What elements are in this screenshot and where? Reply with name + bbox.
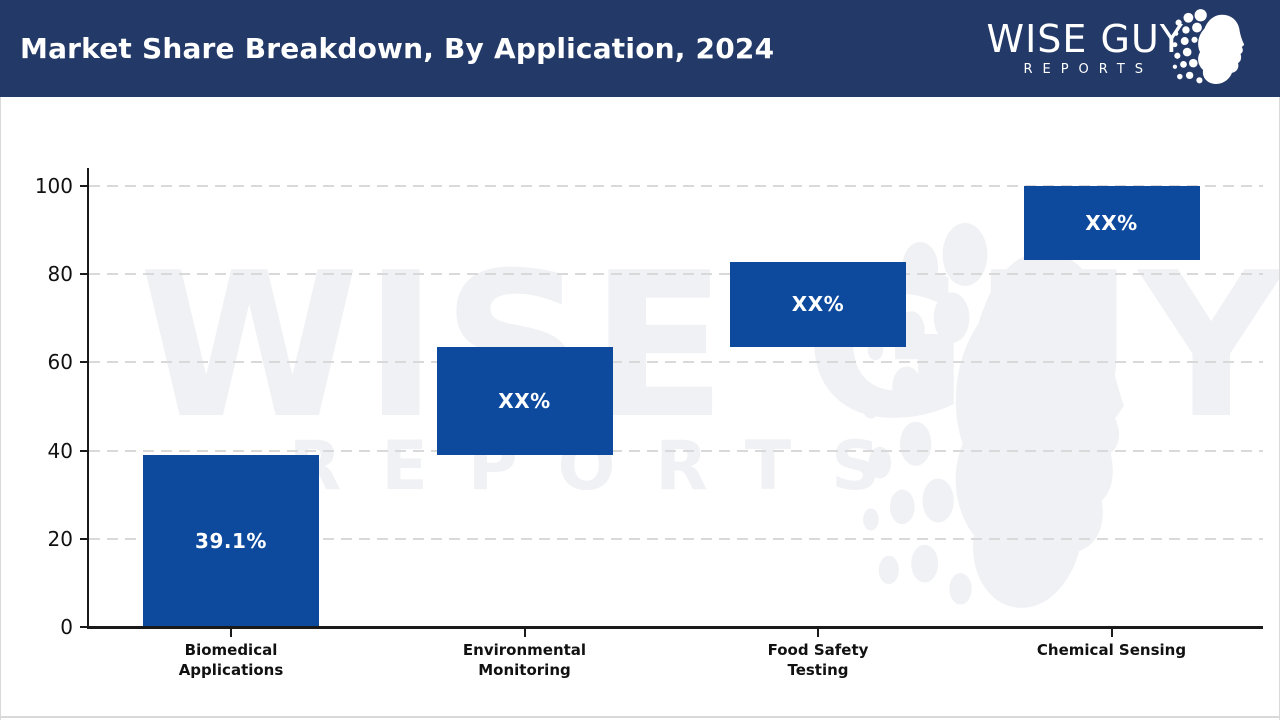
bar: XX% [436,346,613,455]
y-tick-label: 60 [47,350,73,375]
logo-head-icon [1172,8,1245,84]
gridline [89,537,1263,540]
x-category-label-line: Food Safety [767,641,869,659]
y-tick-label: 0 [60,615,73,639]
x-category-label-line: Monitoring [478,661,571,679]
figure-bottom-border [1,716,1279,718]
gridline [89,185,1263,187]
x-category-label: Chemical Sensing [982,640,1242,660]
bar: 39.1% [143,454,319,627]
bar-value-label: 39.1% [195,528,267,553]
bar-value-label: XX% [498,388,551,413]
watermark-head-icon [861,223,1125,608]
bar: XX% [730,261,906,347]
x-category-label-line: Environmental [462,641,587,659]
chart-title: Market Share Breakdown, By Application, … [20,32,775,65]
y-axis-line [87,168,89,629]
x-category-label: Biomedical Applications [101,640,361,680]
bar-value-label: XX% [1085,211,1138,236]
bar: XX% [1023,186,1200,261]
logo-wordmark: WISE GUY [986,17,1184,61]
y-tick-mark [80,449,89,452]
x-category-label-line: Biomedical [184,641,278,659]
x-category-label-line: Chemical Sensing [1036,641,1187,659]
y-tick-mark [80,361,89,364]
logo-subtext: REPORTS [1023,62,1154,77]
y-tick-mark [80,626,89,628]
x-category-label-line: Testing [787,661,849,679]
y-tick-label: 80 [47,262,73,287]
bar-value-label: XX% [791,292,845,317]
logo-text: WISE GUY REPORTS [987,20,1184,77]
x-category-label: Environmental Monitoring [395,640,655,680]
x-tick-mark [523,629,526,637]
gridline [89,361,1263,364]
y-tick-label: 40 [47,438,73,463]
gridline [89,273,1263,276]
x-tick-mark [230,629,232,637]
chart-area: WISE GUY REPORTS 0 20 40 60 80 100 39.1% Biomed… [0,97,1280,720]
gridline [89,449,1263,452]
x-tick-mark [817,629,819,637]
y-tick-mark [80,185,89,187]
y-tick-label: 100 [34,174,73,198]
x-category-label-line: Applications [178,661,284,679]
y-tick-label: 20 [47,526,73,551]
header: Market Share Breakdown, By Application, … [0,0,1280,97]
y-tick-mark [80,537,89,540]
x-axis-line [87,626,1263,629]
x-tick-mark [1110,629,1113,637]
x-category-label: Food Safety Testing [688,640,948,680]
y-tick-mark [80,273,89,276]
logo: WISE GUY REPORTS [987,8,1262,90]
